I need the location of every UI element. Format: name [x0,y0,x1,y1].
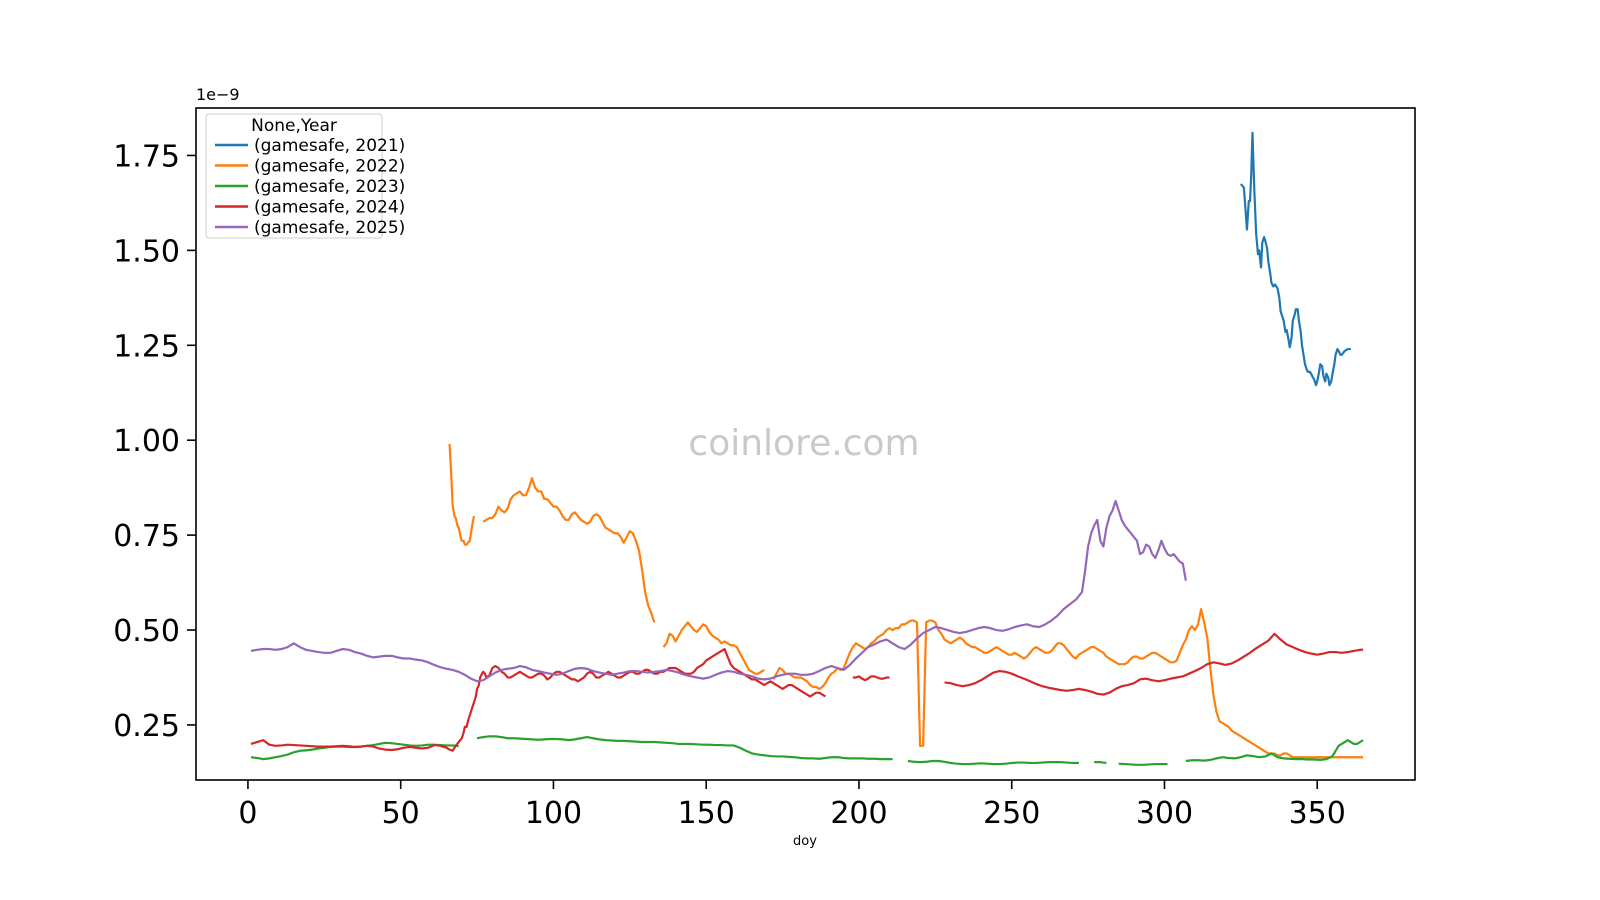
plot-area [196,108,1415,780]
legend-label-2: (gamesafe, 2022) [254,157,405,177]
x-axis-ticks: 0 50 100 150 200 250 300 350 [238,780,1346,831]
y-tick-label: 0.75 [113,519,180,554]
series-line-2-seg-2 [482,477,656,623]
legend-entry-list: (gamesafe, 2021)(gamesafe, 2022)(gamesaf… [215,136,405,238]
series-line-1-seg-1 [1240,131,1351,387]
legend-label-1: (gamesafe, 2021) [254,136,405,156]
legend-label-3: (gamesafe, 2023) [254,177,405,197]
legend[interactable]: None,Year (gamesafe, 2021)(gamesafe, 202… [205,113,405,239]
axes-spines [195,107,1416,781]
x-tick-label: 300 [1136,796,1193,831]
x-axis-label: doy [793,834,817,849]
series-line-3-seg-4 [1094,761,1107,765]
watermark-text: coinlore.com [688,423,919,464]
series-line-4-seg-2 [852,675,890,682]
legend-label-4: (gamesafe, 2024) [254,198,405,218]
series-line-3-seg-5 [1118,762,1168,766]
y-tick-label: 1.75 [113,139,180,174]
y-tick-label: 1.50 [113,234,180,269]
legend-title: None,Year [251,116,337,136]
y-tick-label: 1.25 [113,329,180,364]
x-tick-label: 200 [830,796,887,831]
series-line-3-seg-3 [907,759,1079,766]
y-axis-ticks: 0.25 0.50 0.75 1.00 1.25 1.50 1.75 [113,139,196,744]
x-tick-label: 150 [678,796,735,831]
x-tick-label: 350 [1289,796,1346,831]
x-tick-label: 100 [525,796,582,831]
series-line-2-seg-1 [448,443,476,546]
series-line-2-seg-3 [662,621,765,675]
series-line-5-seg-1 [250,499,1187,683]
legend-label-5: (gamesafe, 2025) [254,218,405,238]
x-tick-label: 50 [382,796,420,831]
series-line-3-seg-2 [476,735,893,761]
series-line-3-seg-6 [1185,739,1364,763]
y-axis-offset-text: 1e−9 [196,85,240,104]
x-tick-label: 250 [983,796,1040,831]
y-tick-label: 0.50 [113,614,180,649]
series-lines [250,131,1364,766]
y-tick-label: 1.00 [113,424,180,459]
legend-box [205,113,383,239]
y-tick-label: 0.25 [113,709,180,744]
x-tick-label: 0 [238,796,257,831]
series-line-4-seg-3 [944,632,1364,696]
